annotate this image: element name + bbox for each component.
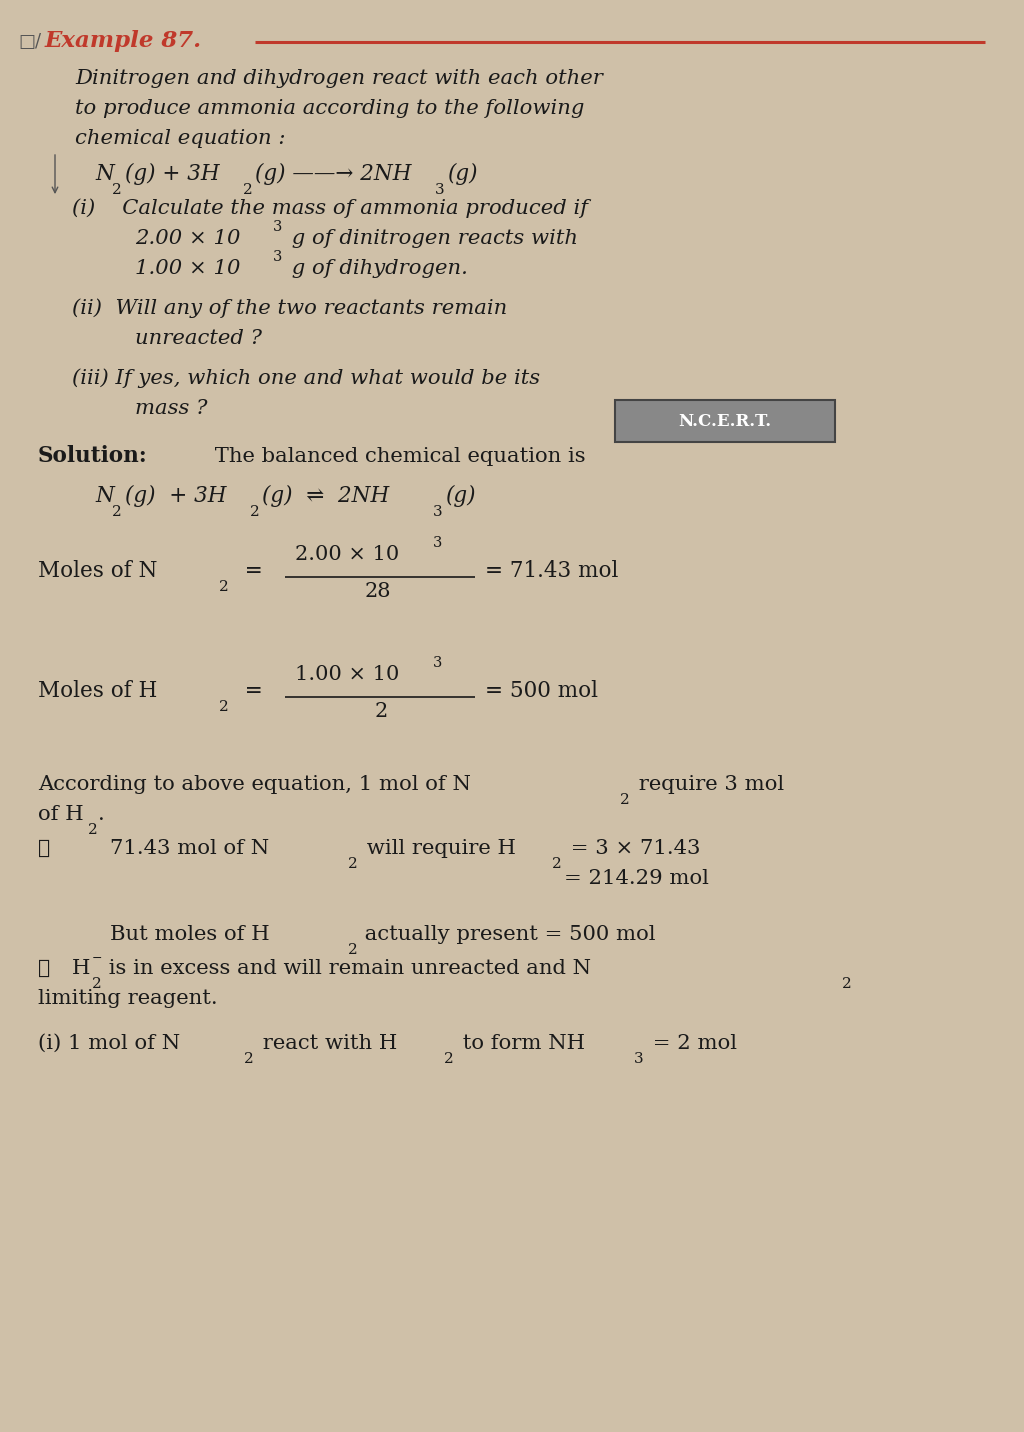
Text: 71.43 mol of N: 71.43 mol of N (110, 839, 269, 858)
Text: = 2 mol: = 2 mol (646, 1034, 737, 1053)
Text: 2: 2 (219, 700, 228, 715)
Text: to form NH: to form NH (456, 1034, 585, 1053)
Text: react with H: react with H (256, 1034, 397, 1053)
Text: to produce ammonia according to the following: to produce ammonia according to the foll… (75, 99, 585, 117)
Text: 2: 2 (348, 856, 357, 871)
Text: ∴: ∴ (38, 839, 50, 858)
Text: (i)    Calculate the mass of ammonia produced if: (i) Calculate the mass of ammonia produc… (72, 198, 588, 218)
Text: = 214.29 mol: = 214.29 mol (564, 869, 709, 888)
Text: is in excess and will remain unreacted and N: is in excess and will remain unreacted a… (102, 959, 591, 978)
Text: 3: 3 (433, 656, 442, 670)
Text: unreacted ?: unreacted ? (135, 329, 262, 348)
Text: □/: □/ (18, 33, 41, 52)
Text: will require H: will require H (360, 839, 516, 858)
Text: 2: 2 (444, 1053, 454, 1065)
Text: 2: 2 (219, 580, 228, 594)
Text: 2.00 × 10: 2.00 × 10 (135, 229, 241, 248)
Text: 2: 2 (620, 793, 630, 808)
Text: Dinitrogen and dihydrogen react with each other: Dinitrogen and dihydrogen react with eac… (75, 69, 603, 87)
Text: g of dinitrogen reacts with: g of dinitrogen reacts with (285, 229, 578, 248)
Text: require 3 mol: require 3 mol (632, 775, 784, 793)
Text: 28: 28 (365, 581, 391, 601)
Text: 2: 2 (88, 823, 97, 836)
Text: limiting reagent.: limiting reagent. (38, 990, 218, 1008)
Text: 1.00 × 10: 1.00 × 10 (135, 259, 241, 278)
Text: Moles of H: Moles of H (38, 680, 158, 702)
Text: mass ?: mass ? (135, 400, 208, 418)
Text: N.C.E.R.T.: N.C.E.R.T. (679, 412, 771, 430)
Text: =: = (231, 680, 263, 702)
Text: 2: 2 (348, 944, 357, 957)
Text: 2: 2 (250, 505, 260, 518)
Text: chemical equation :: chemical equation : (75, 129, 286, 147)
Text: H: H (72, 959, 90, 978)
Text: 2: 2 (92, 977, 101, 991)
Text: 3: 3 (634, 1053, 644, 1065)
Text: 3: 3 (435, 183, 444, 198)
Text: 2: 2 (552, 856, 562, 871)
Text: (g) + 3H: (g) + 3H (125, 163, 219, 185)
Text: 3: 3 (273, 251, 283, 263)
Text: 3: 3 (273, 221, 283, 233)
Text: 2: 2 (112, 183, 122, 198)
Text: 2: 2 (375, 702, 388, 720)
Text: N: N (95, 163, 114, 185)
Text: (g): (g) (447, 163, 477, 185)
Text: The balanced chemical equation is: The balanced chemical equation is (208, 447, 586, 465)
Text: (ii)  Will any of the two reactants remain: (ii) Will any of the two reactants remai… (72, 298, 507, 318)
Text: 2: 2 (112, 505, 122, 518)
Text: of H: of H (38, 805, 84, 823)
Text: 2: 2 (243, 183, 253, 198)
Text: =: = (231, 560, 263, 581)
Text: (g)  + 3H: (g) + 3H (125, 485, 226, 507)
Text: = 3 × 71.43: = 3 × 71.43 (564, 839, 700, 858)
Text: actually present = 500 mol: actually present = 500 mol (358, 925, 655, 944)
Text: 1.00 × 10: 1.00 × 10 (295, 664, 399, 684)
Text: (g) ——→ 2NH: (g) ——→ 2NH (255, 163, 412, 185)
Text: Moles of N: Moles of N (38, 560, 158, 581)
Text: .: . (98, 805, 104, 823)
Text: ∴: ∴ (38, 959, 50, 978)
Text: 3: 3 (433, 505, 442, 518)
Text: 2.00 × 10: 2.00 × 10 (295, 546, 399, 564)
Text: (iii) If yes, which one and what would be its: (iii) If yes, which one and what would b… (72, 368, 540, 388)
Text: 2: 2 (842, 977, 852, 991)
Text: According to above equation, 1 mol of N: According to above equation, 1 mol of N (38, 775, 471, 793)
Text: = 500 mol: = 500 mol (485, 680, 598, 702)
Text: 2: 2 (244, 1053, 254, 1065)
Text: Solution:: Solution: (38, 445, 147, 467)
Text: (g): (g) (445, 485, 475, 507)
Text: N: N (95, 485, 114, 507)
Text: Example 87.: Example 87. (45, 30, 202, 52)
Text: (i) 1 mol of N: (i) 1 mol of N (38, 1034, 180, 1053)
FancyBboxPatch shape (615, 400, 835, 442)
Text: (g)  ⇌  2NH: (g) ⇌ 2NH (262, 485, 389, 507)
Text: 3: 3 (433, 536, 442, 550)
Text: −: − (92, 952, 102, 965)
Text: = 71.43 mol: = 71.43 mol (485, 560, 618, 581)
Text: g of dihydrogen.: g of dihydrogen. (285, 259, 468, 278)
Text: But moles of H: But moles of H (110, 925, 269, 944)
